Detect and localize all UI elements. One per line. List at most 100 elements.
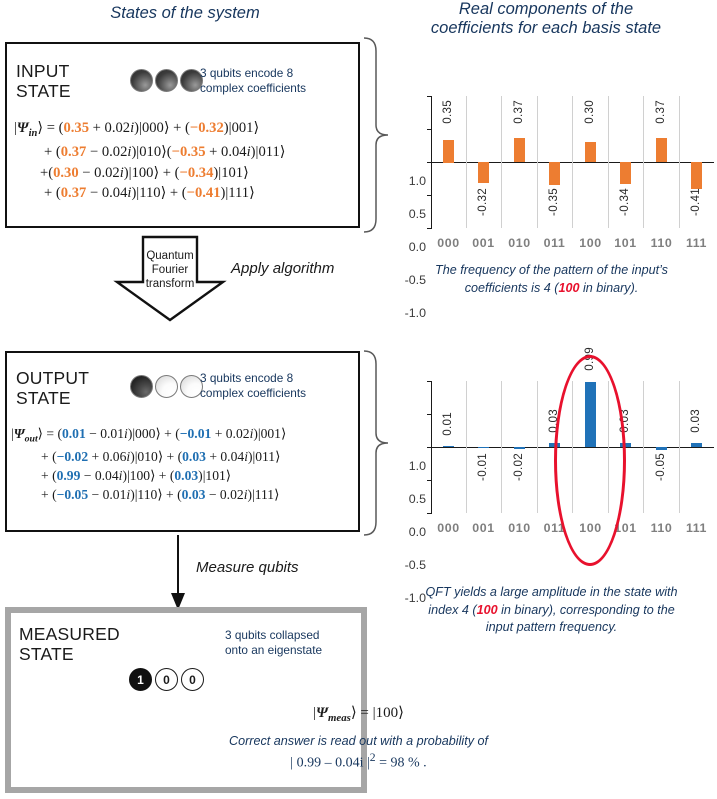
output-state-title-line2: STATE xyxy=(16,387,71,408)
xtick-label: 000 xyxy=(437,236,460,250)
xtick-label: 110 xyxy=(650,521,673,535)
output-eq-line-1: + (−0.02 + 0.06i)|010⟩ + (0.03 + 0.04i)|… xyxy=(41,448,281,464)
bar xyxy=(691,443,702,447)
bar xyxy=(478,447,489,449)
input-state-note: 3 qubits encode 8 complex coefficients xyxy=(200,66,350,96)
output-state-title: OUTPUT STATE xyxy=(16,368,90,408)
right-heading-line2: coefficients for each basis state xyxy=(430,19,662,38)
xtick-label: 101 xyxy=(614,521,637,535)
ytick-label: 1.0 xyxy=(408,459,426,473)
gridline xyxy=(537,96,538,228)
measure-qubits-label: Measure qubits xyxy=(196,559,299,576)
measured-state-title: MEASURED STATE xyxy=(19,624,120,664)
ytick-label: 0.0 xyxy=(408,525,426,539)
output-caption-line3: input pattern frequency. xyxy=(485,620,618,635)
measured-caption-line1: Correct answer is read out with a probab… xyxy=(229,734,488,748)
gridline xyxy=(466,381,467,513)
input-qubit-spheres xyxy=(130,69,203,92)
output-chart-caption: QFT yields a large amplitude in the stat… xyxy=(386,584,717,637)
bar-value-label: 0.37 xyxy=(654,100,667,124)
qubit-sphere-1 xyxy=(155,69,178,92)
input-brace xyxy=(363,37,389,233)
ytick-label: 0.5 xyxy=(408,207,426,221)
gridline xyxy=(537,381,538,513)
output-brace xyxy=(363,350,389,536)
bar xyxy=(443,445,454,447)
output-state-title-line1: OUTPUT xyxy=(16,368,90,388)
input-caption-line2: coefficients is 4 (100 in binary). xyxy=(386,280,717,298)
y-tick-mark xyxy=(427,129,432,131)
measured-state-caption: Correct answer is read out with a probab… xyxy=(0,733,717,774)
y-tick-mark xyxy=(427,447,432,449)
bar xyxy=(478,162,489,184)
bar-value-label: 0.03 xyxy=(689,409,702,433)
output-caption-highlight: 100 xyxy=(476,602,498,617)
xtick-label: 011 xyxy=(543,236,566,250)
output-caption-pre: index 4 ( xyxy=(428,602,477,617)
input-state-title-line2: STATE xyxy=(16,80,71,101)
gridline xyxy=(608,96,609,228)
qft-label-line1: Quantum xyxy=(146,250,194,262)
measured-bit-2: 0 xyxy=(181,668,204,691)
gridline xyxy=(466,96,467,228)
input-coefficients-chart: 1.0 0.5 0.0 -0.5 -1.0 0.35 -0.32 0.37 -0… xyxy=(396,88,714,320)
output-eq-line-0: |Ψout⟩ = (0.01 − 0.01i)|000⟩ + (−0.01 + … xyxy=(11,426,287,445)
ytick-label: -0.5 xyxy=(404,558,426,572)
ytick-label: -0.5 xyxy=(404,273,426,287)
measure-qubits-text: Measure qubits xyxy=(196,559,299,576)
input-eq-line-1: + (0.37 − 0.02i)|010⟩(−0.35 + 0.04i)|011… xyxy=(44,143,286,160)
bar-value-label: -0.41 xyxy=(689,188,702,216)
measured-bit-0: 1 xyxy=(129,668,152,691)
apply-algorithm-text: Apply algorithm xyxy=(231,260,335,277)
y-tick-mark xyxy=(427,513,432,515)
bar xyxy=(514,447,525,449)
output-qubit-spheres xyxy=(130,375,203,398)
xtick-label: 111 xyxy=(685,521,708,535)
measure-arrow-shape xyxy=(171,535,185,610)
input-caption-post: in binary). xyxy=(579,280,639,295)
gridline xyxy=(679,381,680,513)
gridline xyxy=(643,381,644,513)
output-eq-line-3: + (−0.05 − 0.01i)|110⟩ + (0.03 − 0.02i)|… xyxy=(41,487,280,503)
bar xyxy=(443,139,454,163)
xtick-label: 010 xyxy=(508,521,531,535)
output-state-note: 3 qubits encode 8 complex coefficients xyxy=(200,371,350,401)
output-caption-post: in binary), corresponding to the xyxy=(497,602,675,617)
input-state-equation: |Ψin⟩ = (0.35 + 0.02i)|000⟩ + (−0.32)|00… xyxy=(14,118,286,204)
y-tick-mark xyxy=(427,195,432,197)
highlight-ellipse-100 xyxy=(554,355,626,566)
qft-arrow-label: Quantum Fourier transform xyxy=(118,249,222,291)
qubit-sphere-0 xyxy=(130,69,153,92)
qft-label-line3: transform xyxy=(145,278,195,291)
left-heading-text: States of the system xyxy=(110,4,260,22)
gridline xyxy=(679,96,680,228)
input-eq-line-2: +(0.30 − 0.02i)|100⟩ + (−0.34)|101⟩ xyxy=(40,164,249,181)
input-caption-mid: coefficients is 4 ( xyxy=(464,280,559,295)
qubit-sphere-2 xyxy=(180,69,203,92)
measured-state-title-line1: MEASURED xyxy=(19,624,120,644)
qft-label-line2: Fourier xyxy=(151,264,189,277)
bar xyxy=(656,447,667,451)
bar-value-label: -0.32 xyxy=(476,188,489,216)
y-tick-mark xyxy=(427,480,432,482)
bar-value-label: 0.37 xyxy=(512,100,525,124)
measured-state-box xyxy=(5,607,367,793)
gridline xyxy=(501,381,502,513)
input-state-note-line2: complex coefficients xyxy=(200,81,307,96)
measured-state-title-line2: STATE xyxy=(19,643,74,664)
measured-caption-line2: | 0.99 – 0.04i |2 = 98 % . xyxy=(290,751,427,771)
measured-state-note-line2: onto an eigenstate xyxy=(225,643,323,658)
y-tick-mark xyxy=(427,162,432,164)
qubit-sphere-0 xyxy=(130,375,153,398)
right-heading-line1: Real components of the xyxy=(458,0,634,18)
y-tick-mark xyxy=(427,381,432,383)
bar-value-label: -0.02 xyxy=(512,453,525,481)
qubit-sphere-2 xyxy=(180,375,203,398)
measured-state-equation: |Ψmeas⟩ = |100⟩ xyxy=(313,705,404,724)
output-caption-line1: QFT yields a large amplitude in the stat… xyxy=(425,585,678,599)
qft-arrow-shape xyxy=(113,235,227,322)
bar xyxy=(549,162,560,186)
qubit-sphere-1 xyxy=(155,375,178,398)
ytick-label: 1.0 xyxy=(408,174,426,188)
input-chart-caption: The frequency of the pattern of the inpu… xyxy=(386,262,717,297)
